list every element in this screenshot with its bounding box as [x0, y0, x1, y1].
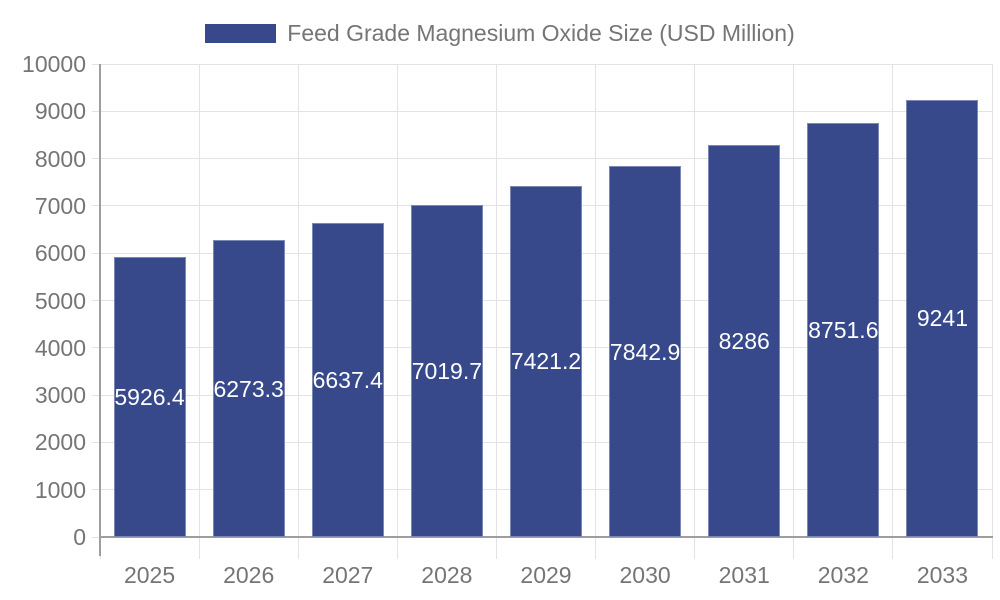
- bar-2025[interactable]: [113, 256, 186, 537]
- gridline-vertical: [694, 64, 696, 537]
- gridline-vertical: [396, 64, 398, 537]
- x-axis-tick: [297, 537, 299, 559]
- x-axis-tick: [991, 537, 993, 559]
- x-axis-label: 2031: [718, 562, 770, 588]
- y-axis-label: 7000: [34, 192, 86, 219]
- x-axis-label: 2029: [520, 562, 572, 588]
- gridline-vertical: [198, 64, 200, 537]
- bar-2029[interactable]: [510, 185, 582, 537]
- y-axis-tick: [92, 347, 100, 349]
- gridline-vertical: [595, 64, 597, 537]
- y-axis-line: [99, 64, 101, 556]
- gridline-vertical: [892, 64, 894, 537]
- legend-item[interactable]: Feed Grade Magnesium Oxide Size (USD Mil…: [0, 20, 1000, 47]
- x-axis-tick: [694, 537, 696, 559]
- y-axis-label: 0: [73, 524, 86, 550]
- gridline-vertical: [297, 64, 299, 537]
- y-axis-tick: [92, 441, 100, 443]
- x-axis-label: 2025: [123, 562, 176, 588]
- x-axis-tick: [892, 537, 894, 559]
- gridline-vertical: [793, 64, 795, 537]
- gridline-horizontal: [100, 158, 992, 160]
- x-axis-label: 2027: [322, 562, 374, 588]
- bar-2026[interactable]: [212, 240, 285, 537]
- x-axis-tick: [396, 537, 398, 559]
- y-axis-label: 10000: [22, 51, 86, 77]
- gridline-vertical: [991, 64, 993, 537]
- x-axis-tick: [495, 537, 497, 559]
- bar-2031[interactable]: [708, 145, 781, 537]
- y-axis-tick: [92, 63, 100, 65]
- gridline-horizontal: [100, 110, 992, 112]
- y-axis-label: 4000: [34, 334, 86, 361]
- x-axis-label: 2032: [817, 562, 869, 588]
- y-axis-tick: [92, 205, 100, 207]
- bar-2032[interactable]: [807, 123, 880, 537]
- gridline-vertical: [495, 64, 497, 537]
- legend-swatch: [205, 24, 277, 43]
- y-axis-tick: [92, 536, 100, 538]
- y-axis-tick: [92, 394, 100, 396]
- y-axis-tick: [92, 489, 100, 491]
- y-axis-tick: [92, 110, 100, 112]
- y-axis-label: 6000: [34, 240, 86, 267]
- x-axis-line: [99, 536, 993, 538]
- x-axis-label: 2026: [223, 562, 275, 588]
- gridline-horizontal: [100, 63, 992, 65]
- x-axis-tick: [198, 537, 200, 559]
- y-axis-label: 3000: [34, 382, 86, 409]
- bar-2028[interactable]: [410, 204, 483, 537]
- y-axis-label: 1000: [34, 476, 86, 503]
- legend-label: Feed Grade Magnesium Oxide Size (USD Mil…: [287, 20, 795, 46]
- y-axis-label: 2000: [34, 429, 86, 456]
- y-axis-label: 5000: [34, 287, 86, 314]
- y-axis-tick: [92, 252, 100, 254]
- x-axis-tick: [793, 537, 795, 559]
- y-axis-tick: [92, 300, 100, 301]
- x-axis-label: 2033: [916, 562, 969, 588]
- x-axis-label: 2030: [619, 562, 671, 588]
- x-axis-label: 2028: [421, 562, 473, 588]
- y-axis-label: 8000: [34, 145, 86, 172]
- bar-2033[interactable]: [906, 99, 979, 537]
- x-axis-tick: [595, 537, 597, 559]
- bar-2027[interactable]: [311, 223, 384, 537]
- y-axis-label: 9000: [34, 98, 86, 125]
- bar-2030[interactable]: [609, 166, 682, 537]
- y-axis-tick: [92, 158, 100, 160]
